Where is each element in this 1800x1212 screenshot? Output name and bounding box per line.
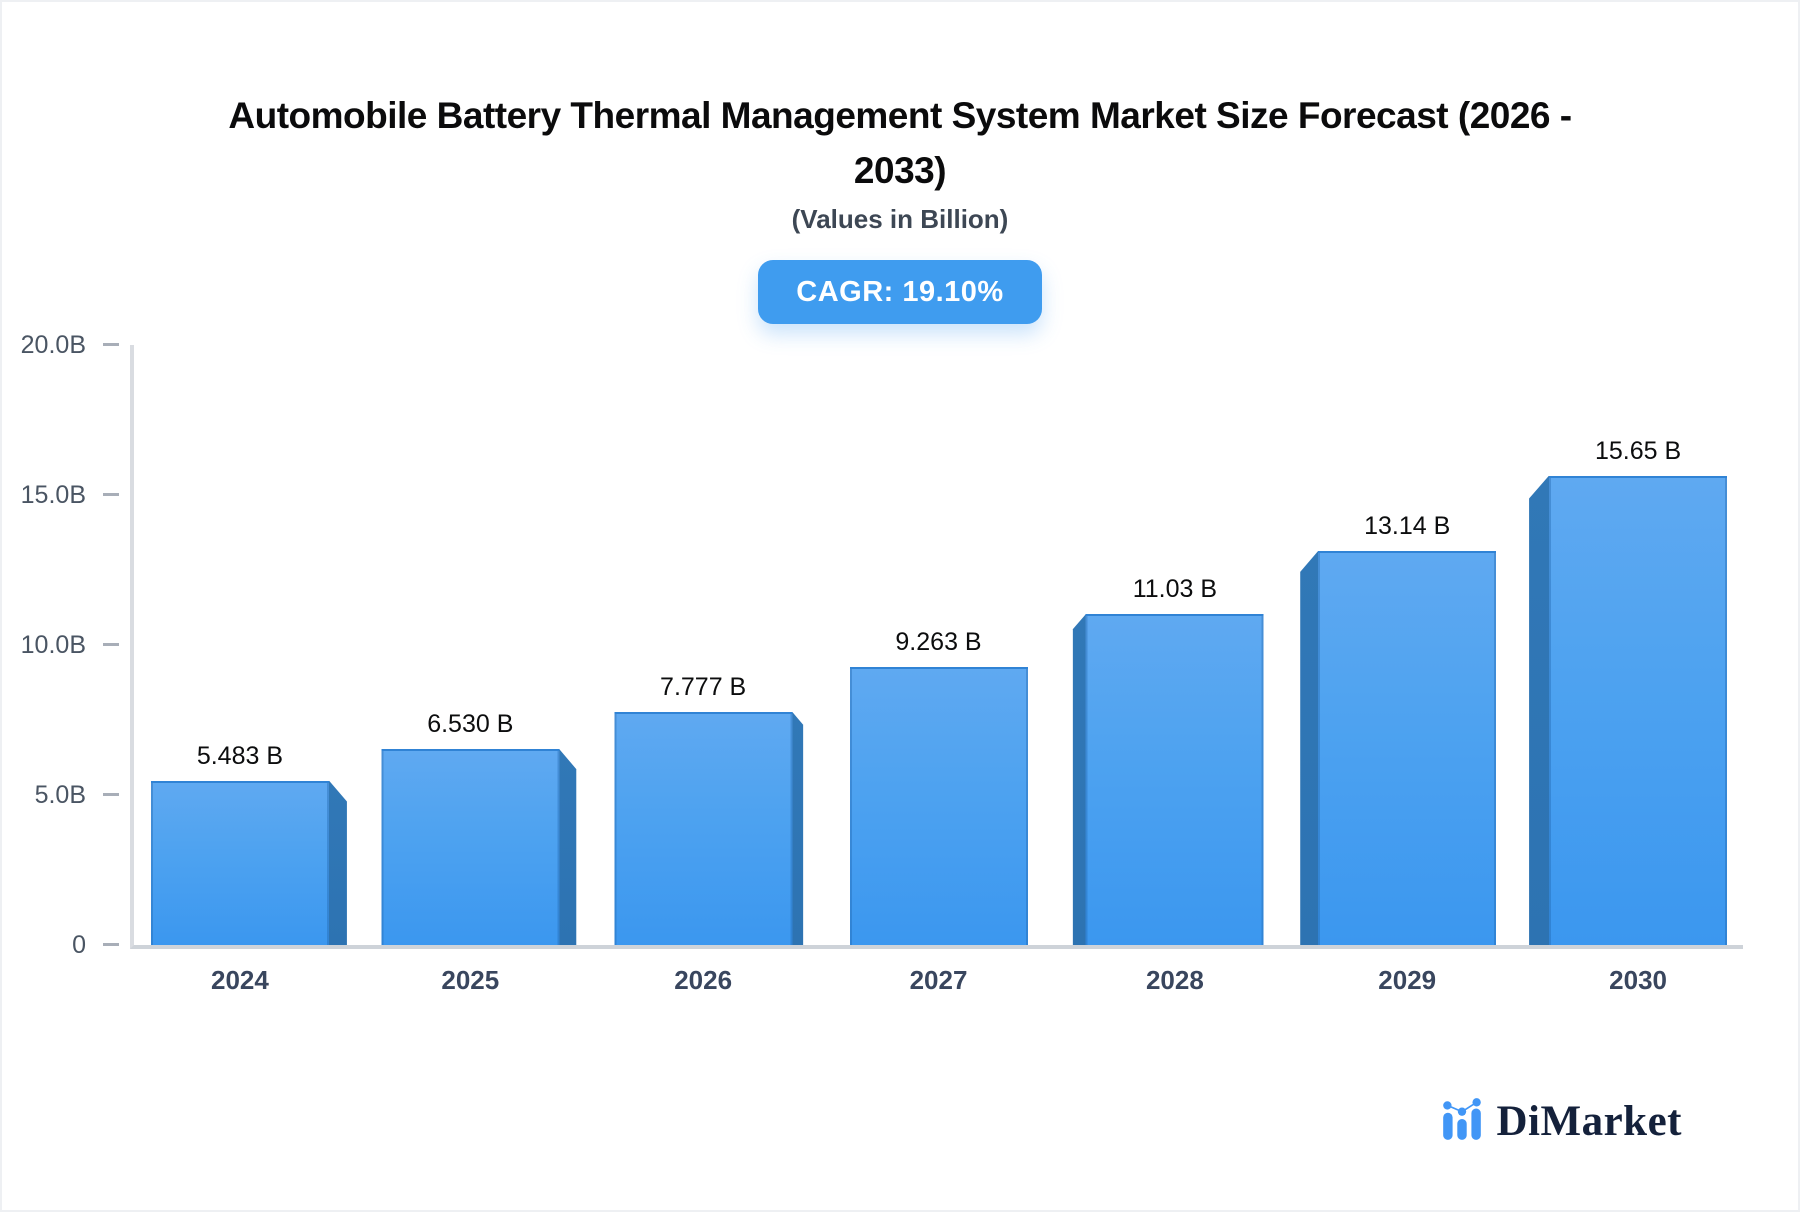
y-axis-tick [103, 343, 119, 346]
y-axis-label: 10.0B [20, 630, 86, 659]
bar-2029[interactable]: 13.14 B 2029 [1300, 512, 1497, 995]
bar-side-face [1300, 550, 1319, 945]
bar-2026[interactable]: 7.777 B 2026 [614, 673, 804, 995]
plot-area: 20.0B 15.0B 10.0B 5.0B 0 5.483 B 2024 6.530 B 20… [21, 331, 1743, 995]
bar-2025[interactable]: 6.530 B 2025 [381, 710, 577, 995]
bar-face [1549, 475, 1728, 945]
bar-2030[interactable]: 15.65 B 2030 [1529, 437, 1728, 995]
x-axis-label: 2029 [1378, 965, 1437, 995]
chart-subtitle: (Values in Billion) [791, 204, 1009, 234]
y-axis-label: 5.0B [34, 780, 86, 809]
bar-side-face [559, 749, 577, 945]
bar-2027[interactable]: 9.263 B 2027 [849, 628, 1028, 995]
y-axis-tick [103, 943, 119, 946]
bar-value-label: 9.263 B [895, 628, 982, 657]
chart-title: Automobile Battery Thermal Management Sy… [0, 88, 1800, 198]
x-axis-label: 2030 [1609, 965, 1667, 995]
bar-side-face [1529, 475, 1550, 945]
bar-value-label: 13.14 B [1364, 511, 1451, 540]
bar-slot: 5.483 B 2024 [134, 345, 364, 995]
mini-bar-chart-icon [1439, 1096, 1485, 1147]
bar-side-face [1072, 614, 1086, 945]
brand-logo: DiMarket [1439, 1096, 1683, 1147]
y-axis-tick [103, 493, 119, 496]
bar-slot: 11.03 B 2028 [1053, 345, 1283, 995]
bar-face [1085, 614, 1264, 945]
bar-value-label: 11.03 B [1132, 575, 1218, 604]
chart-title-line2: 2033) [853, 150, 947, 191]
bar-value-label: 7.777 B [660, 672, 747, 701]
y-axis-tick [103, 793, 119, 796]
bar-slot: 13.14 B 2029 [1283, 345, 1513, 995]
bar-side-face [328, 780, 347, 945]
y-axis-label: 0 [72, 930, 86, 959]
y-axis-tick [103, 643, 119, 646]
chart-title-line1: Automobile Battery Thermal Management Sy… [228, 95, 1572, 136]
x-axis-label: 2027 [909, 965, 968, 995]
x-axis-label: 2024 [211, 965, 269, 995]
bar-slot: 15.65 B 2030 [1513, 345, 1743, 995]
bar-face [150, 780, 329, 945]
bar-face [1318, 550, 1497, 945]
x-axis-label: 2026 [674, 965, 733, 995]
cagr-badge: CAGR: 19.10% [758, 260, 1042, 324]
bar-value-label: 6.530 B [427, 710, 514, 739]
bar-value-label: 5.483 B [196, 741, 284, 770]
bar-slot: 9.263 B 2027 [824, 345, 1054, 995]
y-axis-label: 20.0B [20, 330, 86, 359]
bar-side-face [792, 711, 804, 945]
x-axis-label: 2025 [441, 965, 500, 995]
bar-face [381, 749, 560, 945]
x-axis-label: 2028 [1145, 965, 1204, 995]
bar-slot: 6.530 B 2025 [364, 345, 594, 995]
bar-2028[interactable]: 11.03 B 2028 [1072, 575, 1264, 995]
bar-face [849, 667, 1028, 945]
bar-2024[interactable]: 5.483 B 2024 [150, 742, 347, 995]
bar-value-label: 15.65 B [1594, 436, 1682, 465]
chart-header: Automobile Battery Thermal Management Sy… [0, 0, 1800, 324]
bar-face [614, 711, 793, 945]
brand-name: DiMarket [1496, 1098, 1682, 1145]
y-axis-label: 15.0B [20, 480, 86, 509]
bar-slot: 7.777 B 2026 [594, 345, 824, 995]
